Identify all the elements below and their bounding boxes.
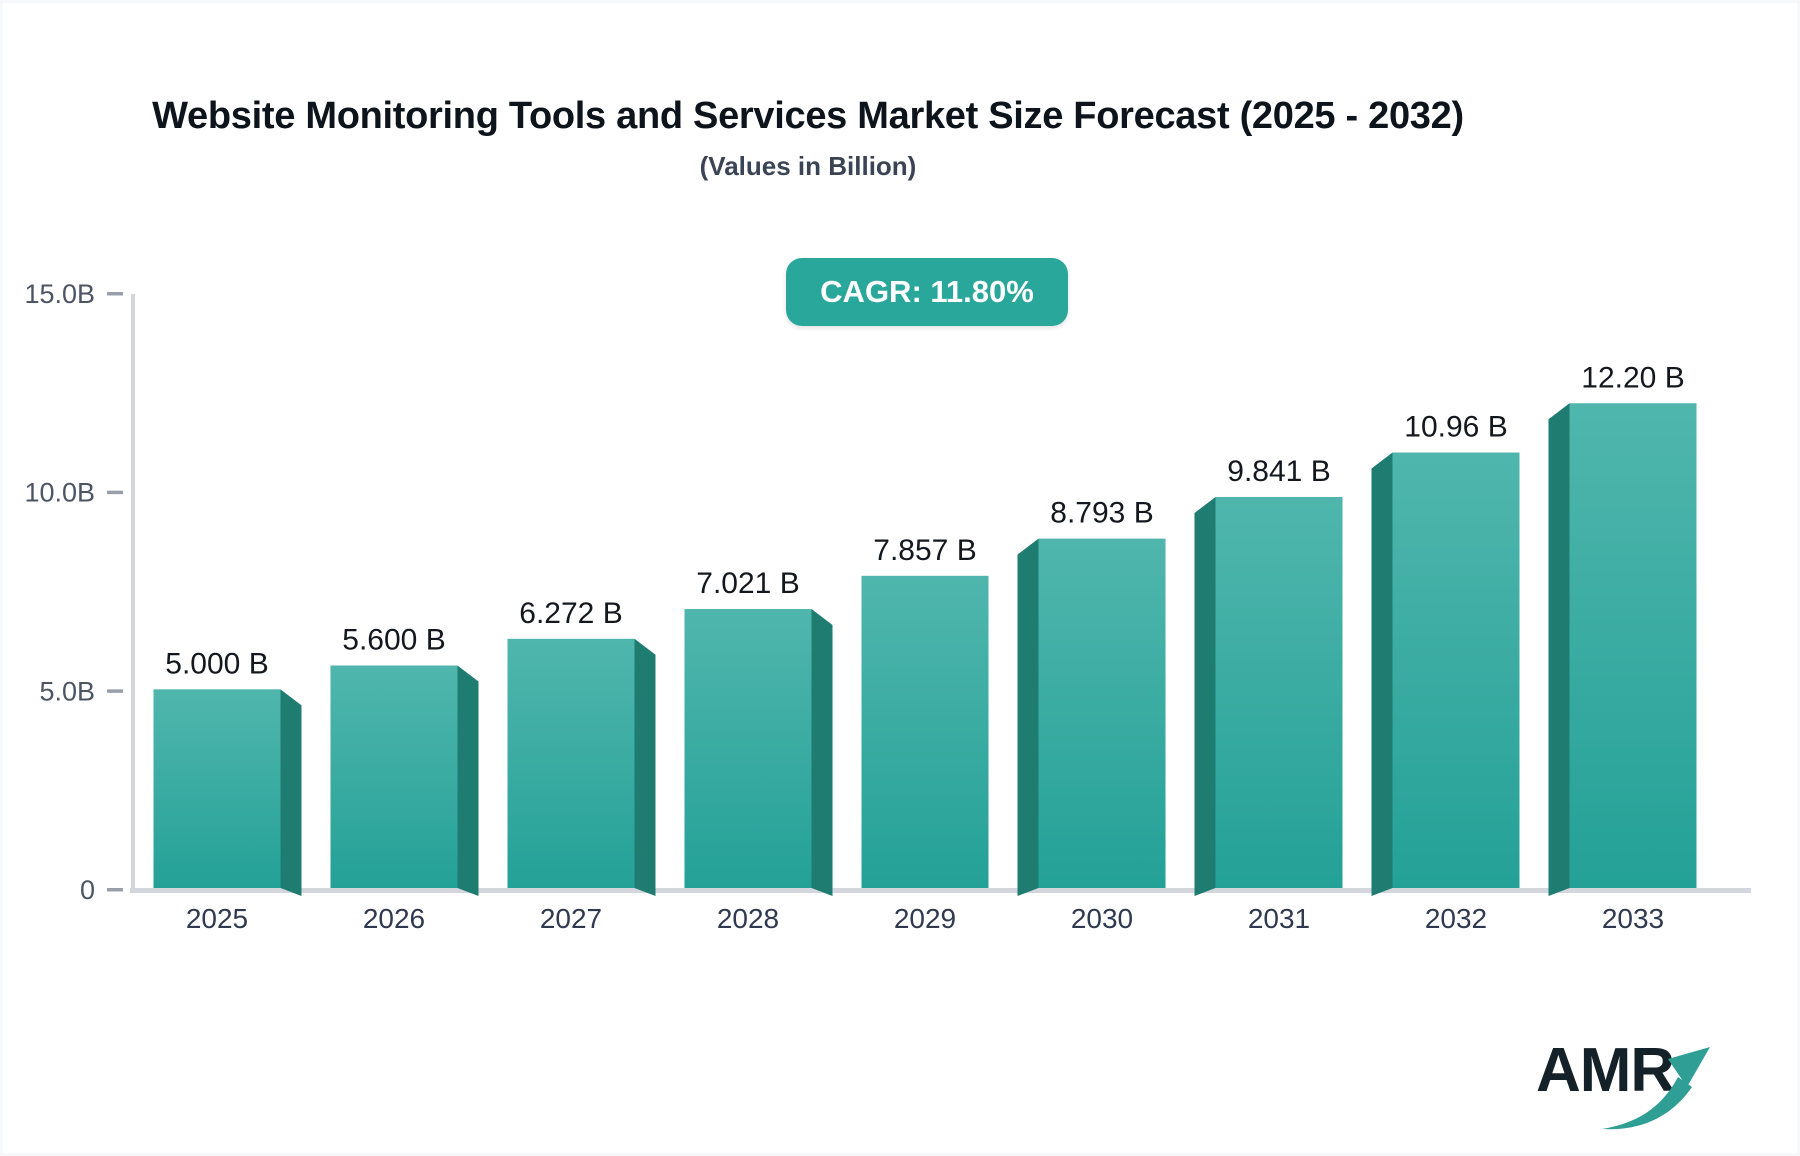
x-axis-label: 2030 xyxy=(1071,903,1133,934)
bar-side-face xyxy=(1371,452,1393,896)
bar-group-2032: 10.96 B 2032 xyxy=(1371,411,1520,934)
bar-front-face xyxy=(1392,452,1520,888)
x-axis-line xyxy=(130,888,1751,893)
y-tick-mark xyxy=(107,888,123,892)
bar-value-label: 5.000 B xyxy=(165,647,268,680)
bar-side-face xyxy=(634,638,656,896)
bar-side-face xyxy=(811,609,833,896)
y-tick-mark xyxy=(107,490,123,495)
x-axis-label: 2027 xyxy=(540,903,602,934)
bar-group-2033: 12.20 B 2033 xyxy=(1548,361,1697,934)
amr-logo-text: AMR xyxy=(1536,1036,1675,1105)
bar-side-face xyxy=(1017,538,1039,896)
bar-chart: 0 5.0B 10.0B 15.0B 5.000 B 2025 5.600 B 2026 6.… xyxy=(24,279,1751,934)
axes: 0 5.0B 10.0B 15.0B xyxy=(24,279,1751,905)
bar-group-2028: 7.021 B 2028 xyxy=(684,567,833,934)
bar-value-label: 5.600 B xyxy=(342,623,445,656)
bar-front-face xyxy=(1215,496,1343,888)
x-axis-label: 2033 xyxy=(1602,903,1664,934)
bar-value-label: 6.272 B xyxy=(519,597,622,630)
bar-side-face xyxy=(1548,403,1570,896)
bar-value-label: 9.841 B xyxy=(1227,455,1330,488)
bar-group-2029: 7.857 B 2029 xyxy=(861,534,989,934)
bar-side-face xyxy=(1194,496,1216,896)
bar-value-label: 8.793 B xyxy=(1050,497,1153,530)
bar-value-label: 12.20 B xyxy=(1581,361,1684,394)
bar-group-2031: 9.841 B 2031 xyxy=(1194,455,1343,934)
x-axis-label: 2026 xyxy=(363,903,425,934)
bar-group-2027: 6.272 B 2027 xyxy=(507,597,656,934)
bar-front-face xyxy=(153,689,281,888)
y-tick-mark xyxy=(107,689,123,693)
y-axis-label: 10.0B xyxy=(24,478,95,508)
y-axis-line xyxy=(131,294,135,893)
x-axis-label: 2028 xyxy=(717,903,779,934)
x-axis-label: 2032 xyxy=(1425,903,1487,934)
cagr-badge: CAGR: 11.80% xyxy=(786,258,1068,326)
y-axis-label: 5.0B xyxy=(39,676,95,706)
bar-side-face xyxy=(280,689,302,896)
bar-front-face xyxy=(1038,538,1166,888)
bar-front-face xyxy=(1569,403,1697,888)
bar-group-2030: 8.793 B 2030 xyxy=(1017,497,1166,934)
bar-group-2025: 5.000 B 2025 xyxy=(153,647,302,934)
bars: 5.000 B 2025 5.600 B 2026 6.272 B 2027 7.021 B… xyxy=(153,361,1697,934)
cagr-badge-label: CAGR: 11.80% xyxy=(820,274,1034,309)
chart-subtitle: (Values in Billion) xyxy=(699,151,917,181)
bar-front-face xyxy=(861,575,989,888)
bar-group-2026: 5.600 B 2026 xyxy=(330,623,479,934)
bar-front-face xyxy=(507,638,635,888)
chart-title: Website Monitoring Tools and Services Ma… xyxy=(152,95,1464,137)
y-tick-mark xyxy=(107,292,123,296)
x-axis-label: 2031 xyxy=(1248,903,1310,934)
bar-value-label: 7.021 B xyxy=(696,567,799,600)
amr-logo: AMR xyxy=(1536,1035,1746,1135)
bar-value-label: 10.96 B xyxy=(1404,411,1507,444)
x-axis-label: 2029 xyxy=(894,903,956,934)
x-axis-label: 2025 xyxy=(186,903,248,934)
amr-logo-arrow-icon xyxy=(1602,1047,1710,1130)
bar-side-face xyxy=(457,665,479,896)
bar-front-face xyxy=(330,665,458,888)
y-axis-label: 0 xyxy=(80,875,95,905)
bar-front-face xyxy=(684,609,812,888)
y-axis-label: 15.0B xyxy=(24,279,95,309)
bar-value-label: 7.857 B xyxy=(873,534,976,567)
